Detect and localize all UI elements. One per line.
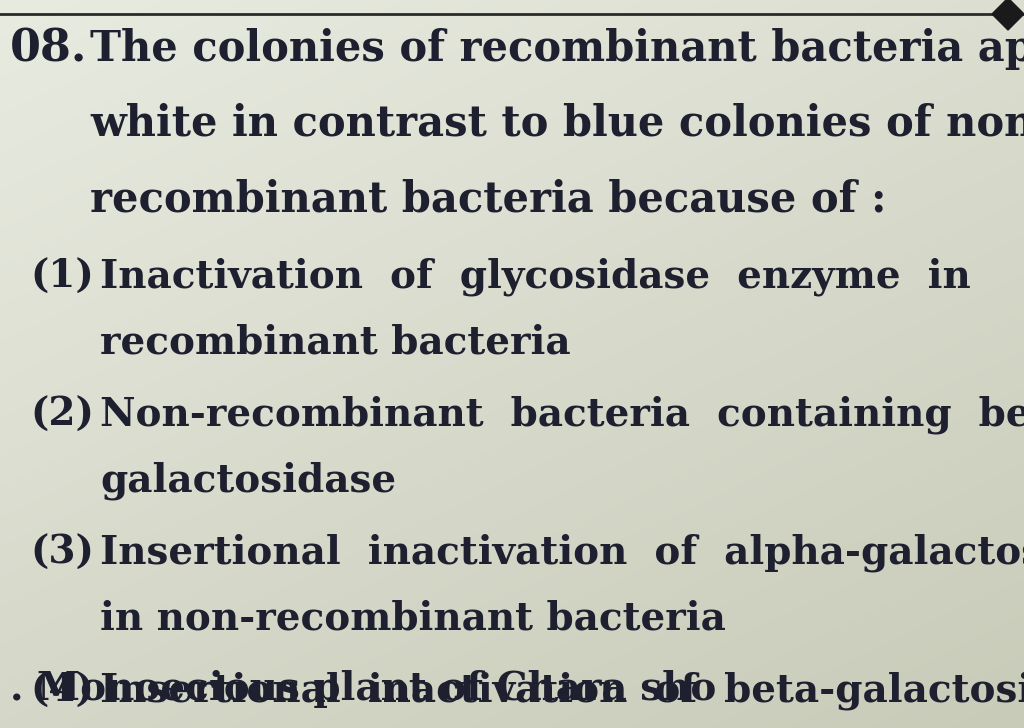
Text: recombinant bacteria because of :: recombinant bacteria because of : <box>90 178 887 220</box>
Text: 08.: 08. <box>10 28 87 71</box>
Text: (1): (1) <box>30 258 94 296</box>
Text: white in contrast to blue colonies of non-: white in contrast to blue colonies of no… <box>90 103 1024 145</box>
Text: Inactivation  of  glycosidase  enzyme  in: Inactivation of glycosidase enzyme in <box>100 258 971 296</box>
Text: Insertional  inactivation  of  alpha-galactosidase: Insertional inactivation of alpha-galact… <box>100 534 1024 572</box>
Text: The colonies of recombinant bacteria appear: The colonies of recombinant bacteria app… <box>90 28 1024 70</box>
Text: (2): (2) <box>30 396 94 434</box>
Text: . Monoecious plant of Chara sho: . Monoecious plant of Chara sho <box>10 670 717 708</box>
Text: recombinant bacteria: recombinant bacteria <box>100 323 570 361</box>
Text: galactosidase: galactosidase <box>100 461 396 499</box>
Text: (3): (3) <box>30 534 94 572</box>
Text: Non-recombinant  bacteria  containing  beta-: Non-recombinant bacteria containing beta… <box>100 396 1024 435</box>
Polygon shape <box>992 0 1024 30</box>
Text: Insertional  inactivation  of  beta-galactosidase: Insertional inactivation of beta-galacto… <box>100 672 1024 711</box>
Text: in non-recombinant bacteria: in non-recombinant bacteria <box>100 599 726 637</box>
Text: (4): (4) <box>30 672 94 710</box>
